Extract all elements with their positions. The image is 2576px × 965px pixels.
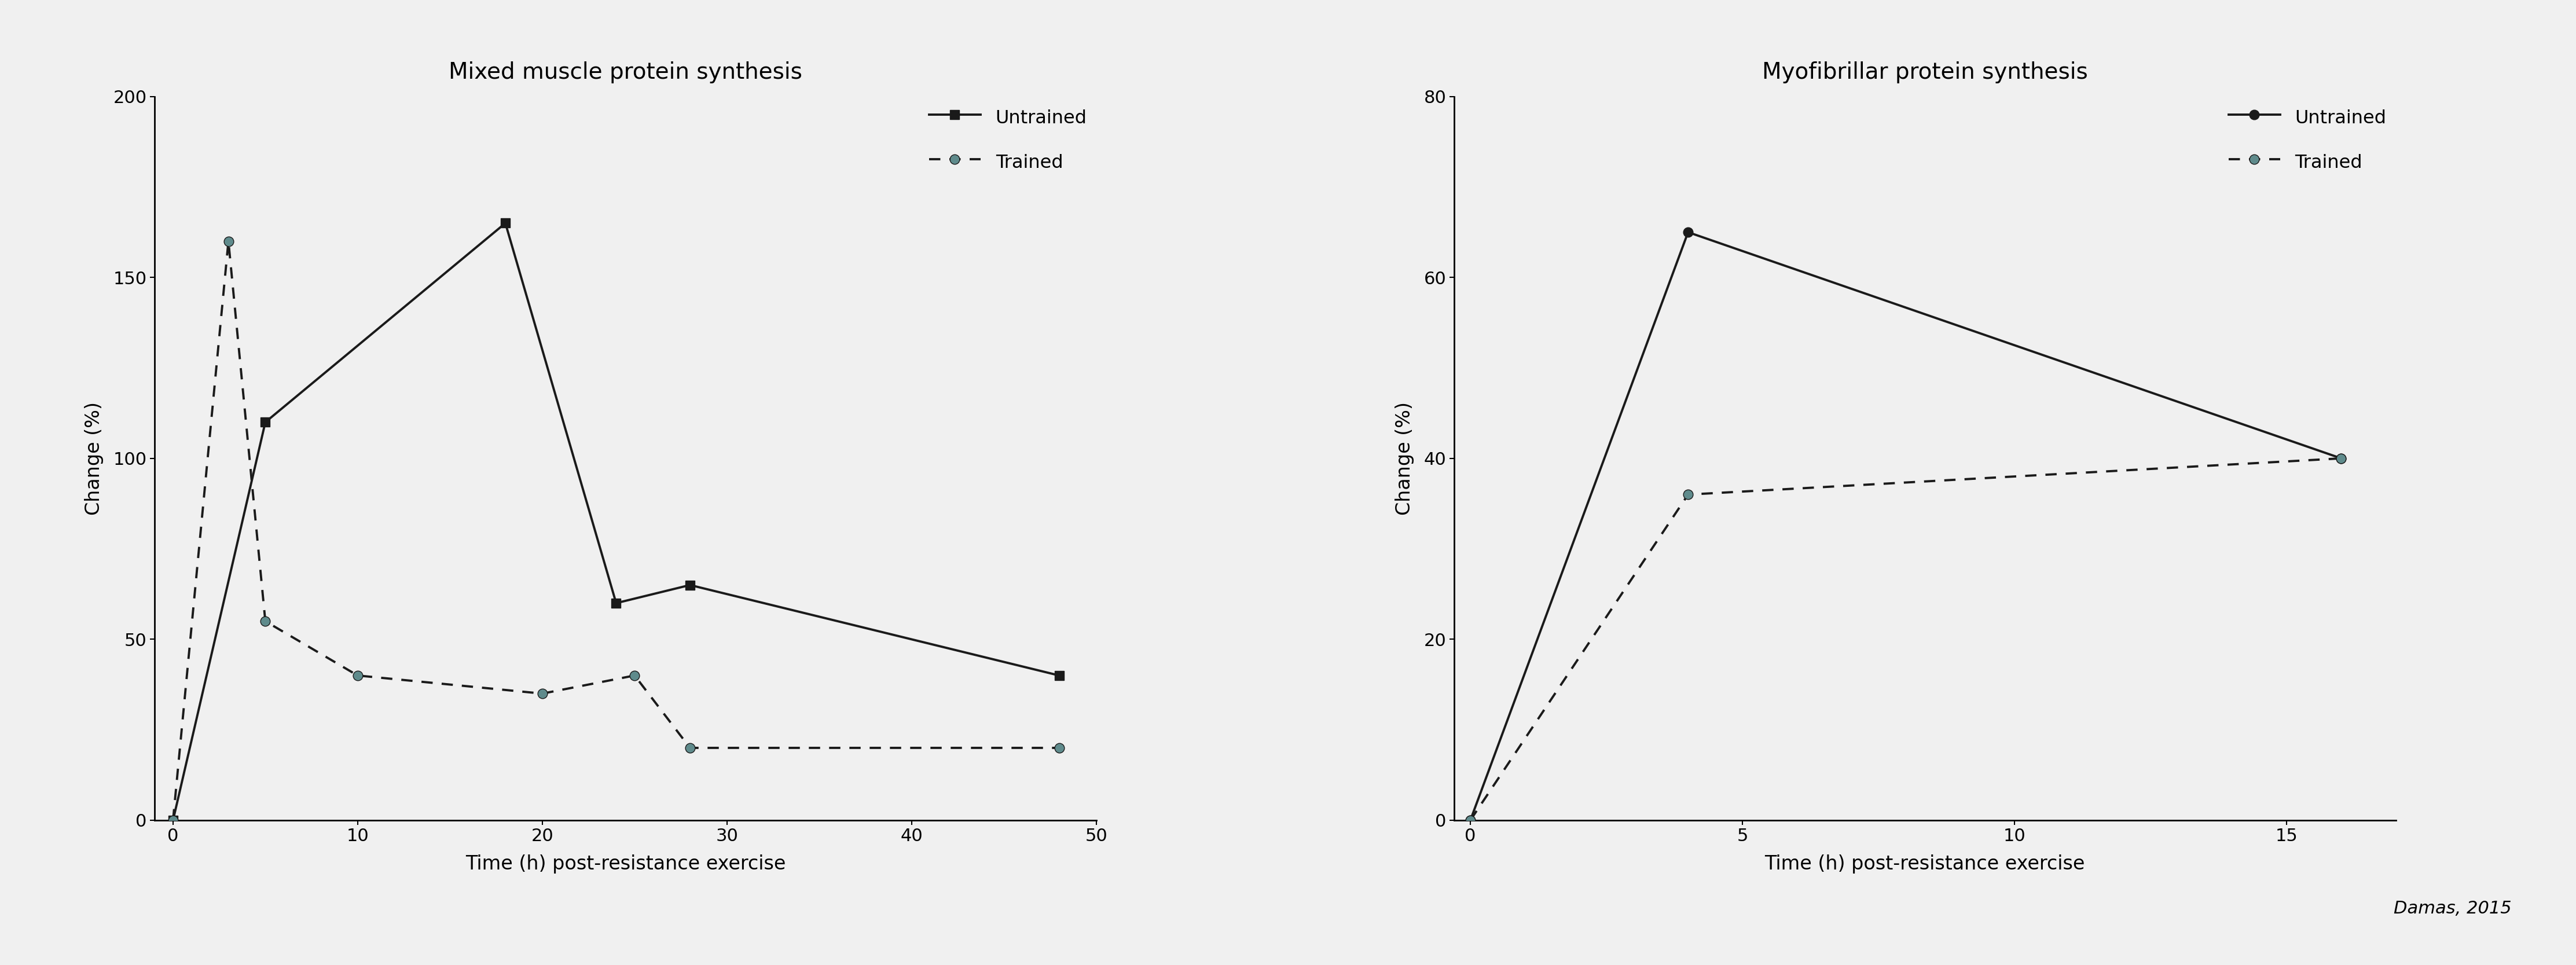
Line: Trained: Trained [1466,454,2347,825]
Line: Trained: Trained [167,236,1064,825]
Legend: Untrained, Trained: Untrained, Trained [2228,106,2385,173]
Trained [528,688,559,700]
Untrained [600,597,631,609]
Trained [1455,814,1486,826]
X-axis label: Time (h) post-resistance exercise: Time (h) post-resistance exercise [1765,854,2084,873]
Line: Untrained: Untrained [167,219,1064,825]
Untrained [489,217,520,229]
Untrained [157,814,188,826]
Y-axis label: Change (%): Change (%) [1396,401,1414,515]
Untrained [1455,814,1486,826]
Trained [618,670,649,681]
Trained [1672,488,1703,500]
Trained [1043,742,1074,754]
Untrained [1672,227,1703,238]
X-axis label: Time (h) post-resistance exercise: Time (h) post-resistance exercise [466,854,786,873]
Text: Damas, 2015: Damas, 2015 [2393,900,2512,917]
Title: Myofibrillar protein synthesis: Myofibrillar protein synthesis [1762,62,2087,83]
Trained [2326,453,2357,464]
Title: Mixed muscle protein synthesis: Mixed muscle protein synthesis [448,62,801,83]
Trained [675,742,706,754]
Untrained [675,579,706,591]
Trained [250,616,281,627]
Trained [343,670,374,681]
Y-axis label: Change (%): Change (%) [85,401,103,515]
Legend: Untrained, Trained: Untrained, Trained [930,106,1087,173]
Trained [157,814,188,826]
Untrained [250,417,281,428]
Trained [214,235,245,247]
Untrained [1043,670,1074,681]
Line: Untrained: Untrained [1466,228,2347,825]
Untrained [2326,453,2357,464]
